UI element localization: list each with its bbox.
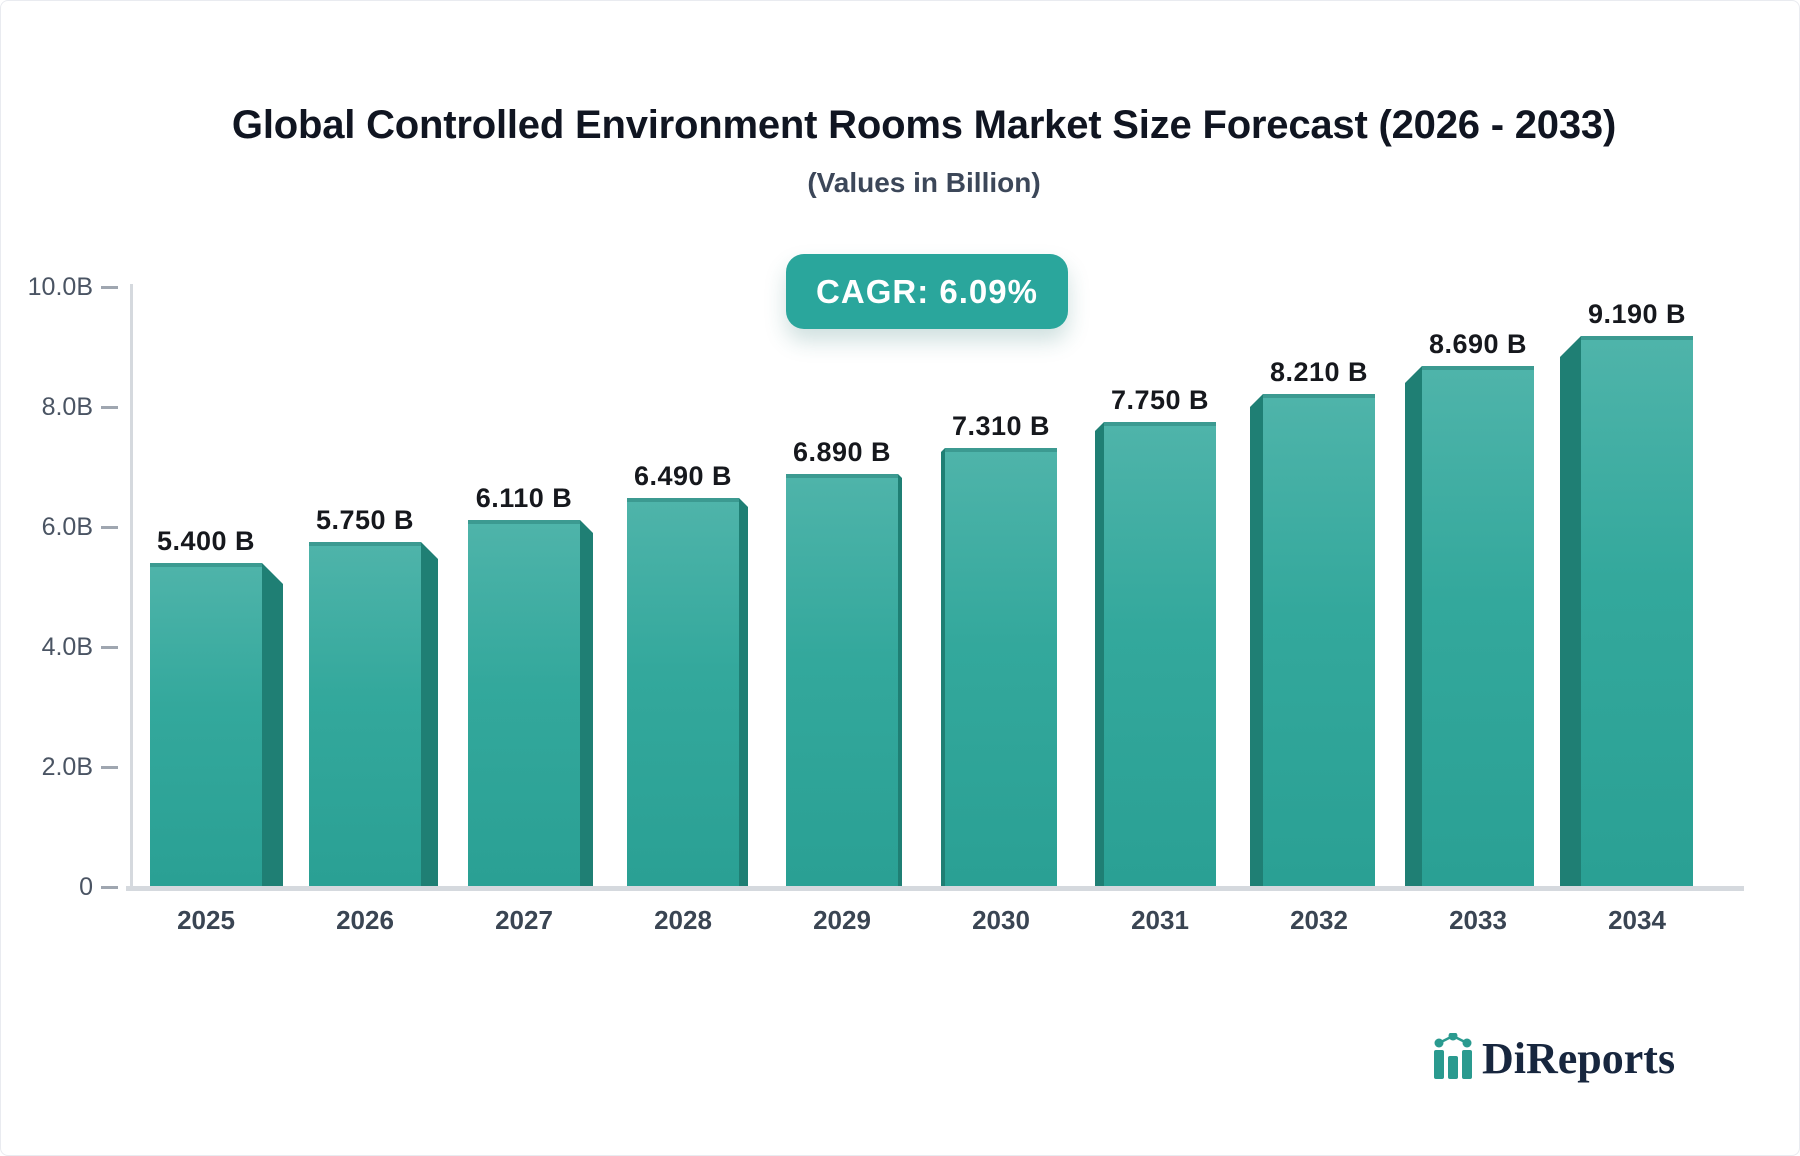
bar-2025	[150, 563, 262, 887]
bar-value-label: 7.310 B	[951, 411, 1051, 441]
bar-value-label: 8.210 B	[1269, 357, 1369, 387]
brand-logo: DiReports	[1434, 1033, 1675, 1081]
bar-3d-side	[1560, 336, 1581, 887]
y-tick-mark	[101, 766, 118, 769]
bar-2033	[1422, 366, 1534, 887]
bar-value-label: 6.110 B	[475, 483, 573, 513]
y-tick-label: 2.0B	[41, 753, 93, 781]
brand-logo-text: DiReports	[1482, 1034, 1676, 1083]
y-tick-mark	[101, 526, 118, 529]
y-axis-line	[130, 284, 133, 887]
bar-2027	[468, 520, 580, 887]
bar-value-label: 5.400 B	[156, 526, 256, 556]
chart-title: Global Controlled Environment Rooms Mark…	[231, 103, 1617, 147]
x-tick-label-2026: 2026	[336, 905, 394, 935]
y-tick-label: 8.0B	[41, 393, 93, 421]
bar-3d-side	[739, 498, 748, 887]
bar-2034	[1581, 336, 1693, 887]
bar-value-label: 6.890 B	[792, 437, 892, 467]
bar-value-label: 5.750 B	[315, 505, 415, 535]
bar-2031	[1104, 422, 1216, 887]
bar-3d-side	[580, 520, 593, 887]
bar-3d-side	[1095, 422, 1104, 887]
bar-2028	[627, 498, 739, 887]
y-tick-mark	[101, 646, 118, 649]
y-tick-label: 6.0B	[41, 513, 93, 541]
bar-3d-side	[898, 474, 902, 887]
x-tick-label-2025: 2025	[177, 905, 235, 935]
y-tick-mark	[101, 406, 118, 409]
y-tick-mark	[101, 286, 118, 289]
chart-subtitle: (Values in Billion)	[807, 167, 1041, 198]
bar-3d-side	[262, 563, 283, 887]
x-tick-label-2033: 2033	[1449, 905, 1507, 935]
y-tick-label: 4.0B	[41, 633, 93, 661]
bar-2026	[309, 542, 421, 887]
bar-3d-side	[941, 448, 945, 887]
x-tick-label-2030: 2030	[972, 905, 1030, 935]
bar-value-label: 8.690 B	[1428, 329, 1528, 359]
y-tick-label: 10.0B	[27, 273, 93, 301]
bar-value-label: 6.490 B	[633, 461, 733, 491]
mini-bar-chart-icon	[1434, 1033, 1472, 1079]
bar-value-label: 7.750 B	[1110, 385, 1210, 415]
x-tick-label-2028: 2028	[654, 905, 712, 935]
bar-2032	[1263, 394, 1375, 887]
y-tick-label: 0	[79, 873, 93, 901]
x-tick-label-2032: 2032	[1290, 905, 1348, 935]
bar-2030	[945, 448, 1057, 887]
cagr-badge: CAGR: 6.09%	[786, 254, 1068, 329]
bar-3d-side	[421, 542, 438, 887]
bar-value-label: 9.190 B	[1587, 299, 1687, 329]
x-tick-label-2034: 2034	[1608, 905, 1666, 935]
bar-2029	[786, 474, 898, 887]
x-axis-line	[126, 886, 1744, 891]
bar-3d-side	[1405, 366, 1422, 887]
bar-3d-side	[1250, 394, 1263, 887]
y-tick-mark	[101, 886, 118, 889]
x-tick-label-2027: 2027	[495, 905, 553, 935]
x-tick-label-2031: 2031	[1131, 905, 1189, 935]
x-tick-label-2029: 2029	[813, 905, 871, 935]
